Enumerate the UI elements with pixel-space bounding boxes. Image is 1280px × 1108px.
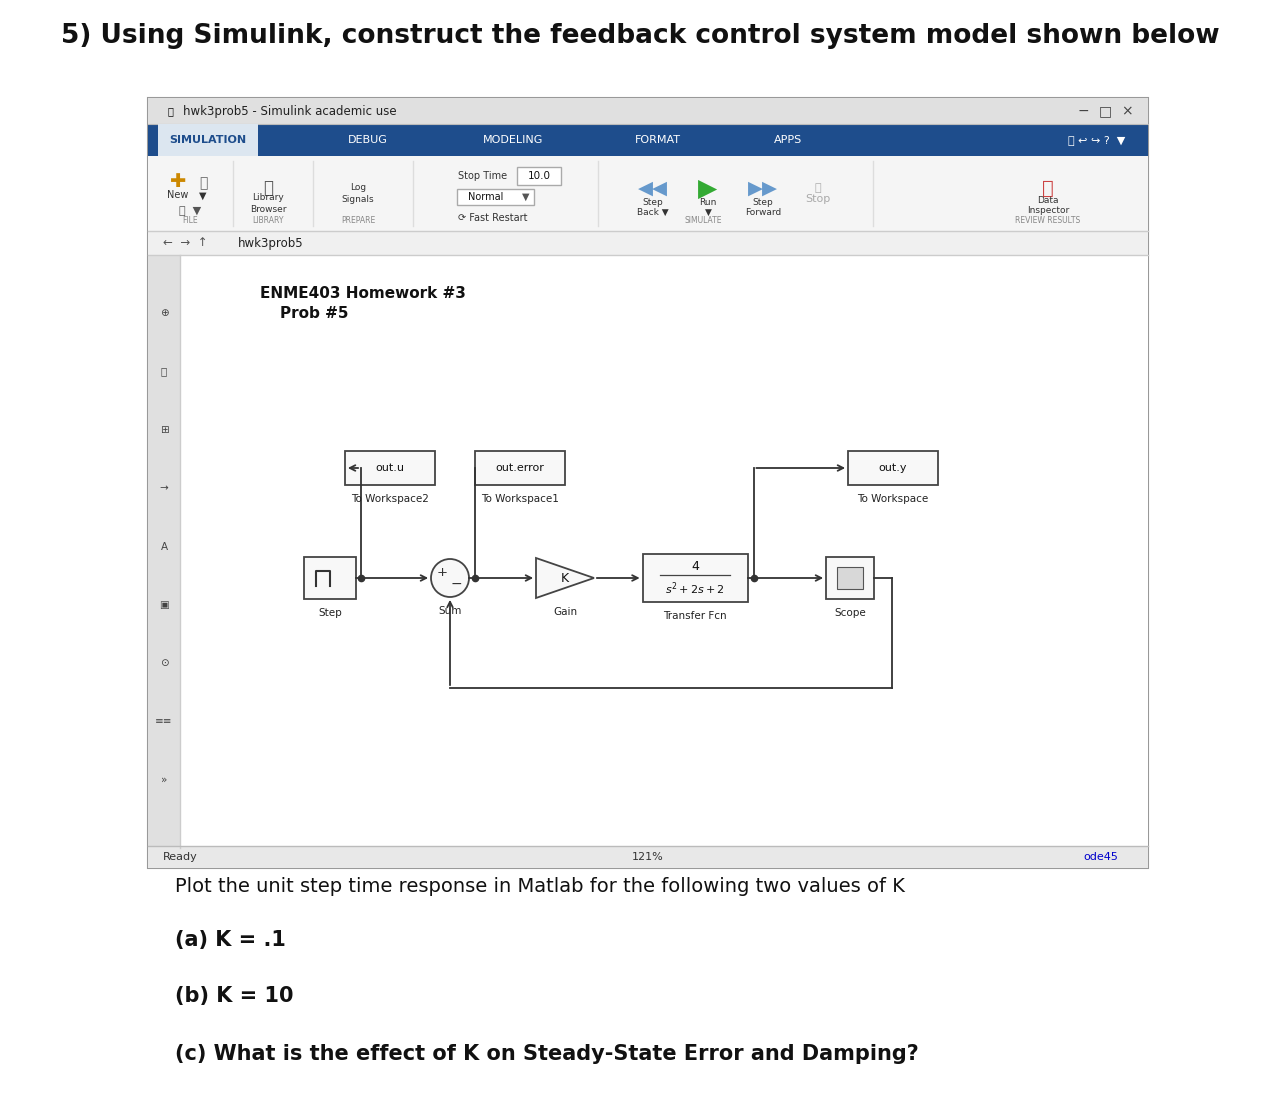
Text: ENME403 Homework #3: ENME403 Homework #3 [260, 286, 466, 300]
Text: ×: × [1121, 104, 1133, 117]
Text: ⬛
Stop: ⬛ Stop [805, 183, 831, 204]
Text: Run
▼: Run ▼ [699, 198, 717, 217]
Text: ⊙: ⊙ [160, 658, 169, 668]
Text: □: □ [1098, 104, 1111, 117]
FancyBboxPatch shape [346, 451, 435, 485]
Text: +: + [436, 565, 448, 578]
Text: FILE: FILE [182, 216, 198, 225]
Text: 5) Using Simulink, construct the feedback control system model shown below: 5) Using Simulink, construct the feedbac… [60, 23, 1220, 49]
Text: ⟳ Fast Restart: ⟳ Fast Restart [458, 213, 527, 223]
Text: (c) What is the effect of K on Steady-State Error and Damping?: (c) What is the effect of K on Steady-St… [175, 1044, 919, 1064]
Text: To Workspace: To Workspace [858, 494, 928, 504]
Text: ✚: ✚ [170, 172, 186, 191]
Text: DEBUG: DEBUG [348, 135, 388, 145]
Text: 📚: 📚 [262, 179, 273, 197]
FancyBboxPatch shape [457, 189, 534, 205]
FancyBboxPatch shape [148, 98, 1148, 124]
Text: LIBRARY: LIBRARY [252, 216, 284, 225]
Text: ▶: ▶ [699, 176, 718, 201]
Text: Plot the unit step time response in Matlab for the following two values of K: Plot the unit step time response in Matl… [175, 876, 905, 895]
Text: −: − [1078, 104, 1089, 117]
FancyBboxPatch shape [305, 557, 356, 599]
Text: out.u: out.u [375, 463, 404, 473]
Text: 📁  ▼: 📁 ▼ [179, 206, 201, 216]
Text: K: K [561, 572, 570, 585]
Text: 121%: 121% [632, 852, 664, 862]
Text: 4: 4 [691, 561, 699, 574]
Text: ≡≡: ≡≡ [155, 717, 173, 727]
Text: Prob #5: Prob #5 [280, 306, 348, 320]
Text: Step
Forward: Step Forward [745, 198, 781, 217]
FancyBboxPatch shape [148, 255, 180, 848]
Text: SIMULATE: SIMULATE [685, 216, 722, 225]
Text: Gain: Gain [553, 607, 577, 617]
Text: ⊕: ⊕ [160, 308, 169, 318]
Circle shape [431, 560, 468, 597]
Text: 10.0: 10.0 [527, 171, 550, 181]
Text: Sum: Sum [438, 606, 462, 616]
Text: hwk3prob5 - Simulink academic use: hwk3prob5 - Simulink academic use [183, 104, 397, 117]
Text: APPS: APPS [774, 135, 803, 145]
Text: ▶▶: ▶▶ [748, 179, 778, 198]
Text: Library
Browser: Library Browser [250, 194, 287, 214]
Text: ode45: ode45 [1083, 852, 1117, 862]
Text: Normal: Normal [468, 192, 504, 202]
Text: Log
Signals: Log Signals [342, 184, 374, 204]
Text: Ready: Ready [163, 852, 197, 862]
Text: hwk3prob5: hwk3prob5 [238, 236, 303, 249]
Text: ▼: ▼ [522, 192, 530, 202]
FancyBboxPatch shape [826, 557, 874, 599]
Text: New: New [168, 191, 188, 201]
Text: 📄: 📄 [198, 176, 207, 191]
FancyBboxPatch shape [180, 255, 1148, 848]
FancyBboxPatch shape [837, 567, 863, 589]
Text: →: → [160, 483, 169, 493]
FancyBboxPatch shape [148, 847, 1148, 868]
Text: FORMAT: FORMAT [635, 135, 681, 145]
FancyBboxPatch shape [517, 167, 561, 185]
Text: Step
Back ▼: Step Back ▼ [637, 198, 669, 217]
Text: ◀◀: ◀◀ [637, 179, 668, 198]
Text: −: − [451, 577, 462, 591]
Text: 📈: 📈 [1042, 179, 1053, 198]
FancyBboxPatch shape [148, 230, 1148, 255]
Text: To Workspace2: To Workspace2 [351, 494, 429, 504]
Text: ▣: ▣ [159, 599, 169, 609]
FancyBboxPatch shape [148, 156, 1148, 230]
Text: Stop Time: Stop Time [458, 171, 507, 181]
FancyBboxPatch shape [643, 554, 748, 602]
Text: Scope: Scope [835, 608, 865, 618]
Text: out.error: out.error [495, 463, 544, 473]
FancyBboxPatch shape [148, 98, 1148, 868]
Text: MODELING: MODELING [483, 135, 543, 145]
Text: PREPARE: PREPARE [340, 216, 375, 225]
Polygon shape [536, 558, 594, 598]
Text: ←  →  ↑: ← → ↑ [163, 236, 207, 249]
FancyBboxPatch shape [475, 451, 564, 485]
Text: out.y: out.y [879, 463, 908, 473]
Text: Step: Step [319, 608, 342, 618]
Text: 🔍: 🔍 [161, 367, 168, 377]
Text: ⊞: ⊞ [160, 424, 169, 435]
FancyBboxPatch shape [157, 124, 259, 156]
Text: SIMULATION: SIMULATION [169, 135, 247, 145]
Text: 🔴: 🔴 [168, 106, 173, 116]
Text: REVIEW RESULTS: REVIEW RESULTS [1015, 216, 1080, 225]
Text: Transfer Fcn: Transfer Fcn [663, 611, 727, 620]
Text: A: A [160, 542, 168, 552]
Text: ▼: ▼ [200, 191, 207, 201]
FancyBboxPatch shape [148, 124, 1148, 156]
Text: To Workspace1: To Workspace1 [481, 494, 559, 504]
Text: ⬛ ↩ ↪ ?  ▼: ⬛ ↩ ↪ ? ▼ [1068, 135, 1125, 145]
Text: Data
Inspector: Data Inspector [1027, 196, 1069, 215]
Text: »: » [161, 774, 168, 784]
Text: (b) K = 10: (b) K = 10 [175, 986, 293, 1006]
Text: (a) K = .1: (a) K = .1 [175, 930, 285, 950]
FancyBboxPatch shape [849, 451, 938, 485]
Text: $s^2 + 2s + 2$: $s^2 + 2s + 2$ [666, 581, 724, 597]
